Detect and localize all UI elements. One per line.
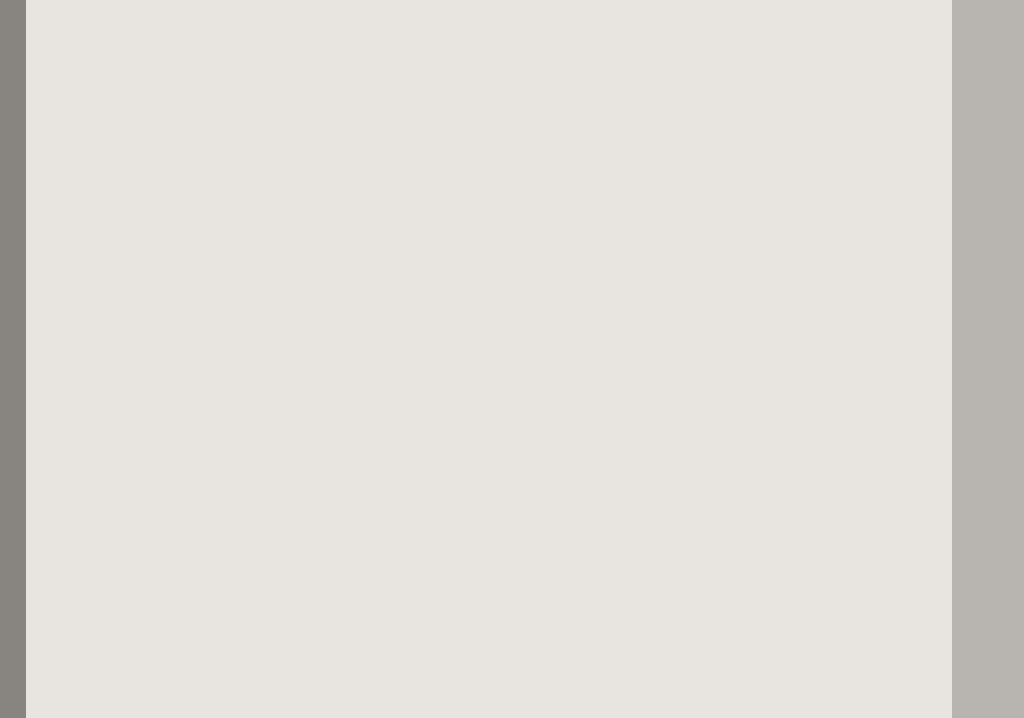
Text: How many electrons should be removed from an object to: How many electrons should be removed fro…	[92, 357, 680, 376]
Text: (4) 4000: (4) 4000	[532, 285, 618, 304]
Text: $|6$: $|6$	[394, 285, 408, 301]
Text: (3) it may reduce or increase: (3) it may reduce or increase	[92, 23, 385, 42]
Text: 64: 64	[220, 233, 240, 248]
Text: (2) 10¹⁰: (2) 10¹⁰	[532, 472, 609, 490]
Text: 4.: 4.	[41, 357, 60, 376]
Text: $1.6\times10^{-19}$: $1.6\times10^{-19}$	[425, 181, 500, 198]
Text: (4) remains constant: (4) remains constant	[123, 66, 334, 85]
Text: $6.4\times10^{-2}$: $6.4\times10^{-2}$	[707, 207, 772, 224]
Text: $10$: $10$	[778, 271, 796, 284]
Text: (3) 6.25 × 10¹¹: (3) 6.25 × 10¹¹	[92, 536, 243, 555]
Text: (2) 40: (2) 40	[532, 231, 593, 250]
Text: gain 1.0 × 10⁻⁷ C charge –: gain 1.0 × 10⁻⁷ C charge –	[92, 407, 361, 426]
Text: (4) 6.25 × 10¹⁸: (4) 6.25 × 10¹⁸	[532, 536, 684, 555]
Text: ): )	[31, 1, 37, 20]
Text: 1: 1	[983, 246, 1000, 271]
Text: (1) 1.6 × 10¹⁰: (1) 1.6 × 10¹⁰	[92, 472, 230, 490]
Text: $400°$: $400°$	[343, 267, 377, 281]
Text: $-6.4\times10^{-17}$: $-6.4\times10^{-17}$	[425, 151, 511, 168]
Text: (3) 400: (3) 400	[123, 285, 197, 304]
Text: 3.: 3.	[51, 123, 71, 142]
Text: $1.6\times10^{-19}$: $1.6\times10^{-19}$	[707, 237, 777, 254]
Text: –6.4 × 10⁻¹⁷ charge is given to an oil drop then number of: –6.4 × 10⁻¹⁷ charge is given to an oil d…	[102, 123, 691, 142]
Text: electrons in excess is -: electrons in excess is -	[102, 167, 331, 185]
Text: (1) 4: (1) 4	[123, 238, 171, 257]
